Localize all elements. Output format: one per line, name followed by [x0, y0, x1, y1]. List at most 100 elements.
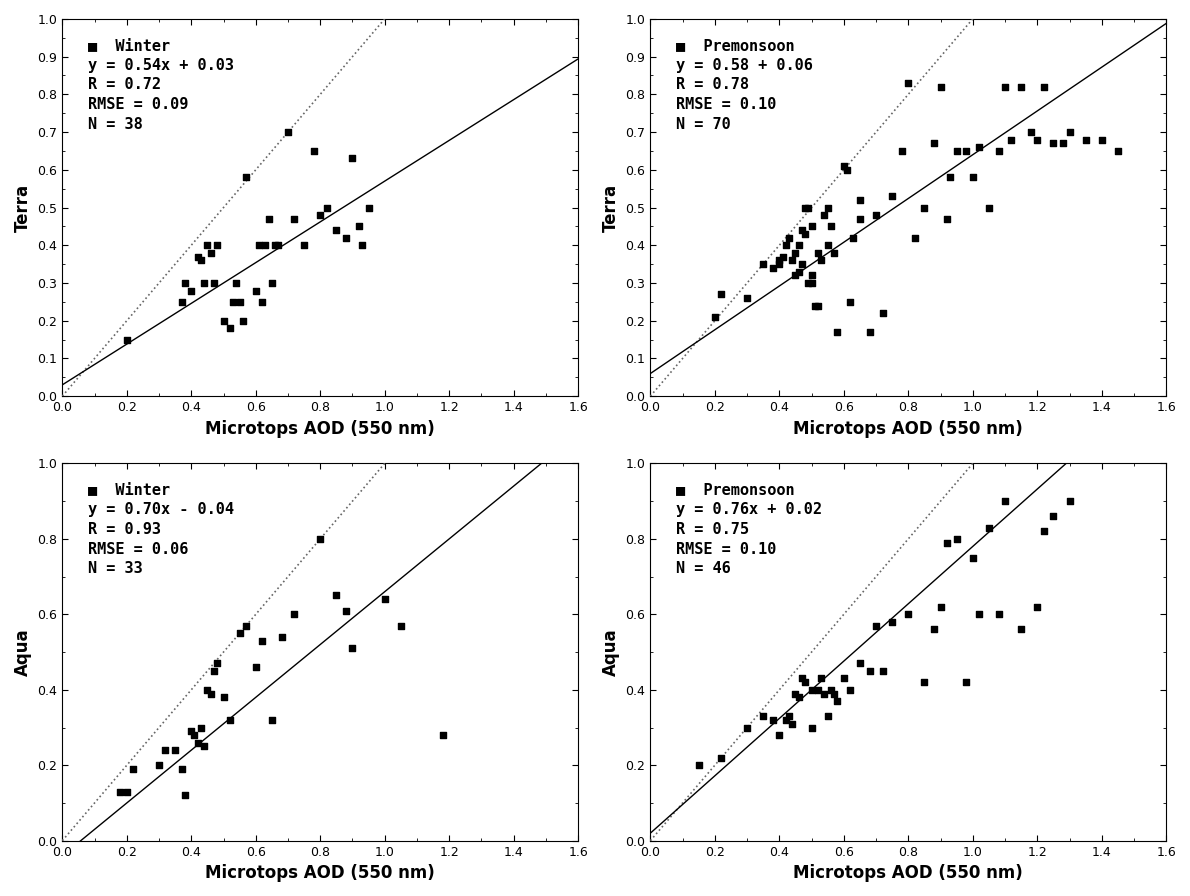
Point [262, 276, 281, 290]
Point [188, 249, 207, 263]
Point [770, 728, 789, 742]
Point [392, 618, 411, 633]
Point [262, 713, 281, 728]
Point [192, 720, 211, 735]
Point [815, 208, 834, 222]
Point [851, 193, 870, 207]
Point [343, 151, 362, 166]
Point [785, 268, 804, 282]
Point [712, 287, 731, 301]
Point [305, 143, 324, 158]
Point [182, 724, 201, 738]
Point [252, 295, 271, 309]
Point [808, 246, 827, 260]
Point [689, 758, 708, 772]
Point [779, 709, 798, 723]
Point [214, 690, 233, 704]
Point [295, 238, 314, 253]
X-axis label: Microtops AOD (550 nm): Microtops AOD (550 nm) [206, 419, 436, 437]
Point [1012, 622, 1031, 636]
Point [343, 642, 362, 656]
Point [957, 143, 976, 158]
Point [156, 743, 175, 757]
Point [337, 603, 356, 617]
Point [237, 170, 256, 185]
Point [1028, 599, 1047, 614]
Point [841, 683, 860, 697]
Point [963, 550, 982, 564]
Point [359, 201, 378, 215]
Point [195, 739, 214, 754]
Point [284, 607, 303, 622]
Point [738, 291, 757, 306]
Y-axis label: Terra: Terra [602, 184, 620, 231]
Point [124, 762, 143, 776]
Point [337, 230, 356, 245]
Point [779, 230, 798, 245]
Point [860, 325, 879, 340]
Point [207, 238, 226, 253]
Point [825, 246, 844, 260]
Point [834, 159, 853, 173]
Point [220, 713, 239, 728]
Point [947, 531, 966, 546]
Point [815, 686, 834, 701]
Point [906, 230, 925, 245]
Text: ■  Winter
y = 0.54x + 0.03
R = 0.72
RMSE = 0.09
N = 38: ■ Winter y = 0.54x + 0.03 R = 0.72 RMSE … [88, 38, 234, 132]
Point [350, 220, 369, 234]
Text: ■  Winter
y = 0.70x - 0.04
R = 0.93
RMSE = 0.06
N = 33: ■ Winter y = 0.70x - 0.04 R = 0.93 RMSE … [88, 482, 234, 576]
Point [789, 264, 808, 279]
Point [802, 683, 821, 697]
Point [175, 276, 194, 290]
Point [783, 717, 802, 731]
Point [273, 630, 292, 644]
Point [224, 295, 243, 309]
Point [996, 494, 1015, 508]
Point [819, 709, 838, 723]
Point [1108, 143, 1127, 158]
Point [802, 220, 821, 234]
Point [173, 295, 192, 309]
Point [770, 257, 789, 271]
Point [925, 622, 944, 636]
Point [188, 736, 207, 750]
Point [844, 230, 863, 245]
Point [898, 76, 917, 90]
Point [706, 310, 725, 324]
Point [118, 785, 137, 799]
Point [1021, 125, 1040, 139]
Point [284, 211, 303, 226]
Point [195, 276, 214, 290]
Point [851, 656, 870, 670]
Point [182, 283, 201, 297]
Point [812, 671, 831, 685]
Point [184, 728, 203, 742]
Point [825, 686, 844, 701]
Point [821, 683, 840, 697]
X-axis label: Microtops AOD (550 nm): Microtops AOD (550 nm) [794, 419, 1023, 437]
Point [808, 298, 827, 313]
Point [237, 618, 256, 633]
Point [233, 314, 252, 328]
Point [1092, 133, 1111, 147]
Point [851, 211, 870, 226]
Point [940, 170, 959, 185]
Point [883, 615, 902, 629]
Point [834, 671, 853, 685]
Point [318, 201, 337, 215]
Point [220, 321, 239, 335]
Point [957, 675, 976, 689]
Point [785, 686, 804, 701]
Point [763, 261, 782, 275]
Point [996, 80, 1015, 94]
Point [1044, 136, 1063, 151]
Point [802, 720, 821, 735]
Point [173, 762, 192, 776]
X-axis label: Microtops AOD (550 nm): Microtops AOD (550 nm) [794, 864, 1023, 882]
Point [1028, 133, 1047, 147]
Point [165, 743, 184, 757]
Point [111, 785, 130, 799]
Point [118, 332, 137, 347]
Point [866, 618, 885, 633]
Point [898, 607, 917, 622]
